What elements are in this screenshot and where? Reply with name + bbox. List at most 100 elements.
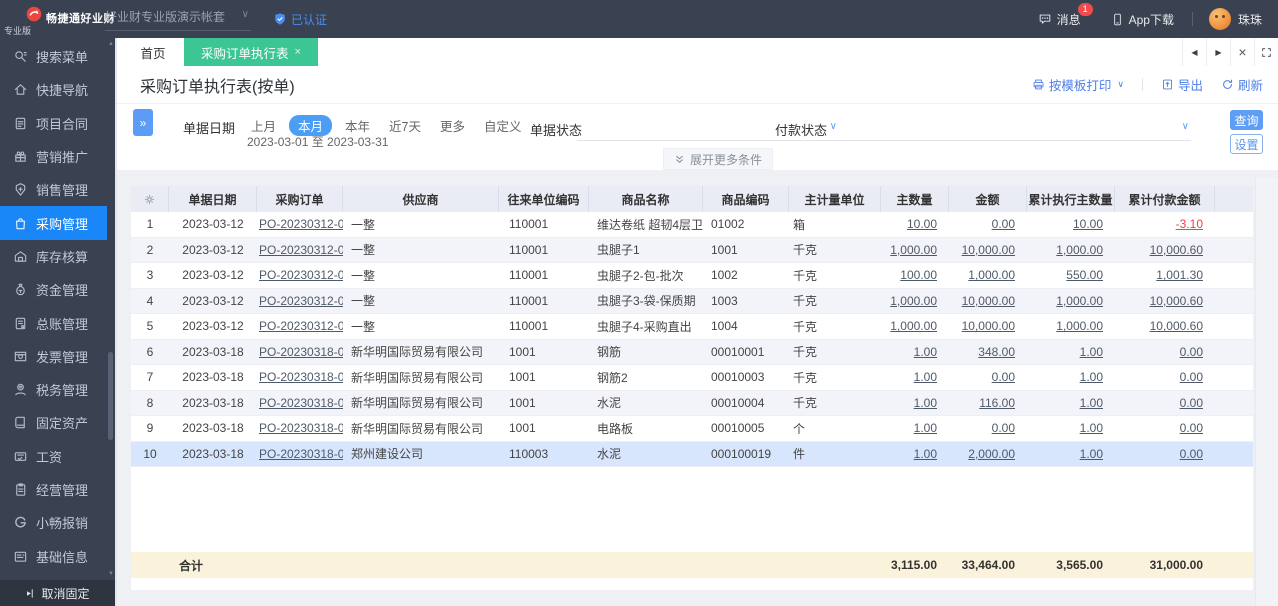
sidebar-scrollbar[interactable]: ▲ ▼: [107, 40, 115, 578]
avatar[interactable]: [1208, 8, 1231, 30]
drill-down-link[interactable]: 1.00: [1079, 344, 1103, 359]
settings-button[interactable]: 设置: [1230, 134, 1263, 154]
refresh-button[interactable]: 刷新: [1221, 75, 1263, 94]
drill-down-link[interactable]: 1,001.30: [1156, 268, 1203, 283]
payment-status-select[interactable]: ∨: [821, 114, 1191, 141]
sidebar-item-project-contract[interactable]: 项目合同: [0, 107, 107, 140]
drill-down-link[interactable]: 1,000.00: [1056, 293, 1103, 308]
drill-down-link[interactable]: 1,000.00: [890, 319, 937, 334]
col-header-supplier[interactable]: 供应商: [343, 186, 499, 212]
drill-down-link[interactable]: 10.00: [1072, 217, 1103, 232]
drill-down-link[interactable]: 550.00: [1066, 268, 1103, 283]
date-option-more[interactable]: 更多: [440, 120, 466, 134]
sidebar-item-purchase-mgmt[interactable]: 采购管理: [0, 206, 107, 240]
purchase-order-link[interactable]: PO-20230318-0: [259, 421, 343, 436]
date-range-value[interactable]: 2023-03-01 至 2023-03-31: [247, 135, 389, 149]
drill-down-link[interactable]: 0.00: [991, 370, 1015, 385]
table-row[interactable]: 9 2023-03-18 PO-20230318-0 新华明国际贸易有限公司 1001 电…: [131, 416, 1253, 442]
drill-down-link[interactable]: 1,000.00: [890, 242, 937, 257]
fullscreen-button[interactable]: [1254, 38, 1278, 66]
drill-down-link[interactable]: 1.00: [1079, 421, 1103, 436]
table-row[interactable]: 5 2023-03-12 PO-20230312-0 一整 110001 虫腿子4-采购直…: [131, 314, 1253, 340]
scroll-down-icon[interactable]: ▼: [108, 571, 114, 577]
sidebar-item-operation-mgmt[interactable]: 经营管理: [0, 473, 107, 506]
drill-down-link[interactable]: 1.00: [1079, 446, 1103, 461]
purchase-order-link[interactable]: PO-20230312-0: [259, 293, 343, 308]
table-row[interactable]: 3 2023-03-12 PO-20230312-0 一整 110001 虫腿子2-包-批…: [131, 263, 1253, 289]
expand-more-conditions-button[interactable]: 展开更多条件: [663, 148, 774, 170]
drill-down-link[interactable]: 1.00: [913, 421, 937, 436]
drill-down-link[interactable]: 10,000.60: [1149, 293, 1203, 308]
table-row[interactable]: 6 2023-03-18 PO-20230318-0 新华明国际贸易有限公司 1001 钢…: [131, 339, 1253, 365]
col-header-qty[interactable]: 主数量: [881, 186, 949, 212]
drill-down-link[interactable]: 1.00: [1079, 395, 1103, 410]
drill-down-link[interactable]: 10.00: [906, 217, 937, 232]
sidebar-item-general-ledger[interactable]: 总账管理: [0, 306, 107, 339]
date-option-this-year[interactable]: 本年: [345, 120, 371, 134]
export-button[interactable]: 导出: [1161, 75, 1203, 94]
drill-down-link[interactable]: 116.00: [979, 395, 1015, 410]
expand-filter-button[interactable]: »: [133, 109, 153, 136]
certified-badge[interactable]: 已认证: [273, 11, 327, 28]
drill-down-link[interactable]: 2,000.00: [968, 446, 1015, 461]
tab-home[interactable]: 首页: [140, 46, 166, 61]
drill-down-link[interactable]: 10,000.00: [961, 242, 1015, 257]
sidebar-item-invoice-mgmt[interactable]: 发票管理: [0, 340, 107, 373]
drill-down-link[interactable]: 1,000.00: [890, 293, 937, 308]
drill-down-link[interactable]: 0.00: [991, 217, 1015, 232]
query-button[interactable]: 查询: [1230, 110, 1263, 130]
drill-down-link[interactable]: 10,000.00: [961, 293, 1015, 308]
drill-down-link[interactable]: 348.00: [978, 344, 1015, 359]
purchase-order-link[interactable]: PO-20230318-0: [259, 370, 343, 385]
app-download-button[interactable]: App下载: [1111, 11, 1174, 28]
drill-down-link[interactable]: 1.00: [913, 395, 937, 410]
table-row[interactable]: 8 2023-03-18 PO-20230318-0 新华明国际贸易有限公司 1001 水…: [131, 390, 1253, 416]
close-all-tabs-button[interactable]: ×: [1230, 38, 1254, 66]
col-header-purchase-order[interactable]: 采购订单: [257, 186, 343, 212]
username[interactable]: 珠珠: [1237, 12, 1262, 27]
print-by-template-button[interactable]: 按模板打印 ∨: [1032, 75, 1124, 94]
drill-down-link[interactable]: 0.00: [1179, 446, 1203, 461]
purchase-order-link[interactable]: PO-20230312-0: [259, 242, 343, 257]
column-settings-button[interactable]: [131, 186, 169, 212]
scrollbar-thumb[interactable]: [108, 352, 113, 440]
table-row[interactable]: 1 2023-03-12 PO-20230312-0 一整 110001 维达卷纸 超韧4…: [131, 212, 1253, 238]
sidebar-item-fixed-assets[interactable]: 固定资产: [0, 406, 107, 439]
purchase-order-link[interactable]: PO-20230312-0: [259, 319, 343, 334]
drill-down-link[interactable]: 0.00: [1179, 395, 1203, 410]
date-option-last-7-days[interactable]: 近7天: [389, 120, 421, 134]
drill-down-link[interactable]: 1.00: [913, 370, 937, 385]
doc-status-select[interactable]: ∨: [577, 114, 839, 141]
drill-down-link[interactable]: 0.00: [1179, 421, 1203, 436]
date-option-custom[interactable]: 自定义: [484, 120, 522, 134]
messages-button[interactable]: 消息 1: [1038, 2, 1093, 28]
sidebar-item-tax-mgmt[interactable]: 税务管理: [0, 373, 107, 406]
unpin-sidebar-button[interactable]: 取消固定: [0, 580, 115, 606]
table-row[interactable]: 2 2023-03-12 PO-20230312-0 一整 110001 虫腿子1 1001…: [131, 237, 1253, 263]
drill-down-link[interactable]: -3.10: [1175, 217, 1203, 232]
purchase-order-link[interactable]: PO-20230318-0: [259, 395, 343, 410]
drill-down-link[interactable]: 1,000.00: [968, 268, 1015, 283]
drill-down-link[interactable]: 0.00: [1179, 344, 1203, 359]
scroll-up-icon[interactable]: ▲: [108, 41, 114, 47]
drill-down-link[interactable]: 10,000.60: [1149, 242, 1203, 257]
drill-down-link[interactable]: 1.00: [913, 344, 937, 359]
drill-down-link[interactable]: 10,000.00: [961, 319, 1015, 334]
sidebar-item-inventory-accounting[interactable]: 库存核算: [0, 240, 107, 273]
col-header-doc-date[interactable]: 单据日期: [169, 186, 257, 212]
sidebar-item-xiaochang-reimburse[interactable]: 小畅报销: [0, 506, 107, 539]
date-option-this-month[interactable]: 本月: [289, 115, 333, 136]
drill-down-link[interactable]: 1,000.00: [1056, 242, 1103, 257]
tab-scroll-left-button[interactable]: ◀: [1182, 38, 1206, 66]
table-row[interactable]: 4 2023-03-12 PO-20230312-0 一整 110001 虫腿子3-袋-保…: [131, 288, 1253, 314]
tab-purchase-order-report[interactable]: 采购订单执行表 ×: [184, 38, 318, 66]
purchase-order-link[interactable]: PO-20230318-0: [259, 344, 343, 359]
sidebar-item-base-info[interactable]: 基础信息: [0, 539, 107, 572]
drill-down-link[interactable]: 1,000.00: [1056, 319, 1103, 334]
sidebar-item-salary[interactable]: 工资: [0, 440, 107, 473]
sidebar-item-funds-mgmt[interactable]: 资金管理: [0, 273, 107, 306]
col-header-supplier-code[interactable]: 往来单位编码: [499, 186, 589, 212]
purchase-order-link[interactable]: PO-20230318-0: [259, 446, 343, 461]
drill-down-link[interactable]: 100.00: [900, 268, 937, 283]
col-header-product-code[interactable]: 商品编码: [703, 186, 789, 212]
